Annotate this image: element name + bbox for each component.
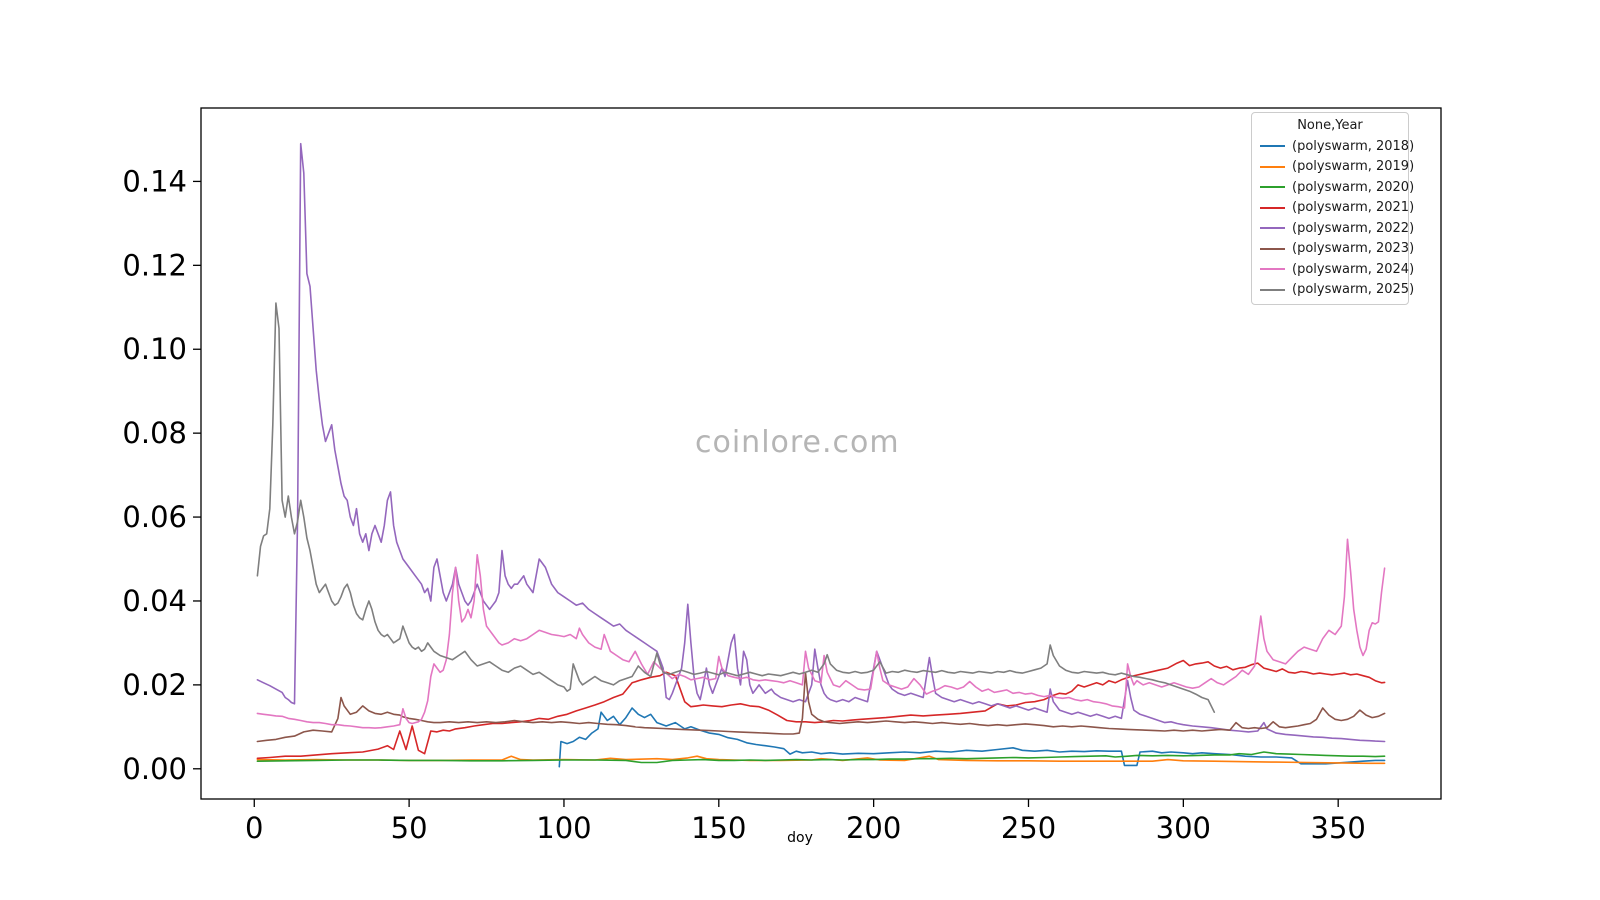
legend-line-swatch-2025 xyxy=(1260,288,1285,291)
x-tick-label: 100 xyxy=(536,811,591,845)
series-line-2023 xyxy=(256,671,1386,743)
legend-line-swatch-2019 xyxy=(1260,165,1285,168)
legend-line-swatch-2021 xyxy=(1260,206,1285,209)
legend-entry-2025: (polyswarm, 2025) xyxy=(1252,280,1414,301)
legend-entry-2023: (polyswarm, 2023) xyxy=(1252,239,1414,260)
series-line-2020 xyxy=(256,751,1386,764)
y-tick-label: 0.12 xyxy=(122,248,187,282)
x-tick-label: 50 xyxy=(391,811,428,845)
legend-label: (polyswarm, 2023) xyxy=(1292,241,1415,257)
legend-line-swatch-2022 xyxy=(1260,227,1285,230)
legend-title: None,Year xyxy=(1297,118,1363,133)
y-tick-label: 0.00 xyxy=(122,752,187,786)
legend-label: (polyswarm, 2021) xyxy=(1292,200,1415,216)
x-tick-label: 0 xyxy=(245,811,263,845)
y-tick-label: 0.04 xyxy=(122,584,187,618)
plot-frame xyxy=(200,107,1442,800)
legend-label: (polyswarm, 2024) xyxy=(1292,261,1415,277)
legend-label: (polyswarm, 2020) xyxy=(1292,179,1415,195)
legend-entry-2021: (polyswarm, 2021) xyxy=(1252,198,1414,219)
y-tick-label: 0.08 xyxy=(122,416,187,450)
legend-line-swatch-2020 xyxy=(1260,186,1285,189)
series-line-2024 xyxy=(256,538,1386,729)
y-tick-label: 0.02 xyxy=(122,668,187,702)
series-line-2022 xyxy=(256,142,1386,743)
legend-entry-2024: (polyswarm, 2024) xyxy=(1252,259,1414,280)
legend-label: (polyswarm, 2019) xyxy=(1292,159,1415,175)
legend-box: None,Year (polyswarm, 2018) (polyswarm, 2… xyxy=(1251,112,1414,305)
legend-entry-2019: (polyswarm, 2019) xyxy=(1252,157,1414,178)
legend-label: (polyswarm, 2025) xyxy=(1292,282,1415,298)
legend-label: (polyswarm, 2022) xyxy=(1292,220,1415,236)
legend-line-swatch-2023 xyxy=(1260,247,1285,250)
x-tick-label: 200 xyxy=(846,811,901,845)
legend-entry-2020: (polyswarm, 2020) xyxy=(1252,177,1414,198)
legend-entry-2018: (polyswarm, 2018) xyxy=(1252,136,1414,157)
x-tick-label: 150 xyxy=(691,811,746,845)
series-line-2018 xyxy=(558,707,1386,768)
series-line-2021 xyxy=(256,659,1386,760)
x-axis-label: doy xyxy=(787,830,813,846)
y-tick-label: 0.06 xyxy=(122,500,187,534)
x-tick-label: 350 xyxy=(1311,811,1366,845)
legend-label: (polyswarm, 2018) xyxy=(1292,138,1415,154)
legend-line-swatch-2024 xyxy=(1260,268,1285,271)
watermark: coinlore.com xyxy=(695,425,900,460)
series-line-2025 xyxy=(256,302,1216,714)
x-tick-label: 250 xyxy=(1001,811,1056,845)
y-tick-label: 0.14 xyxy=(122,164,187,198)
legend-entry-2022: (polyswarm, 2022) xyxy=(1252,218,1414,239)
x-tick-label: 300 xyxy=(1156,811,1211,845)
y-tick-label: 0.10 xyxy=(122,332,187,366)
legend-line-swatch-2018 xyxy=(1260,145,1285,148)
